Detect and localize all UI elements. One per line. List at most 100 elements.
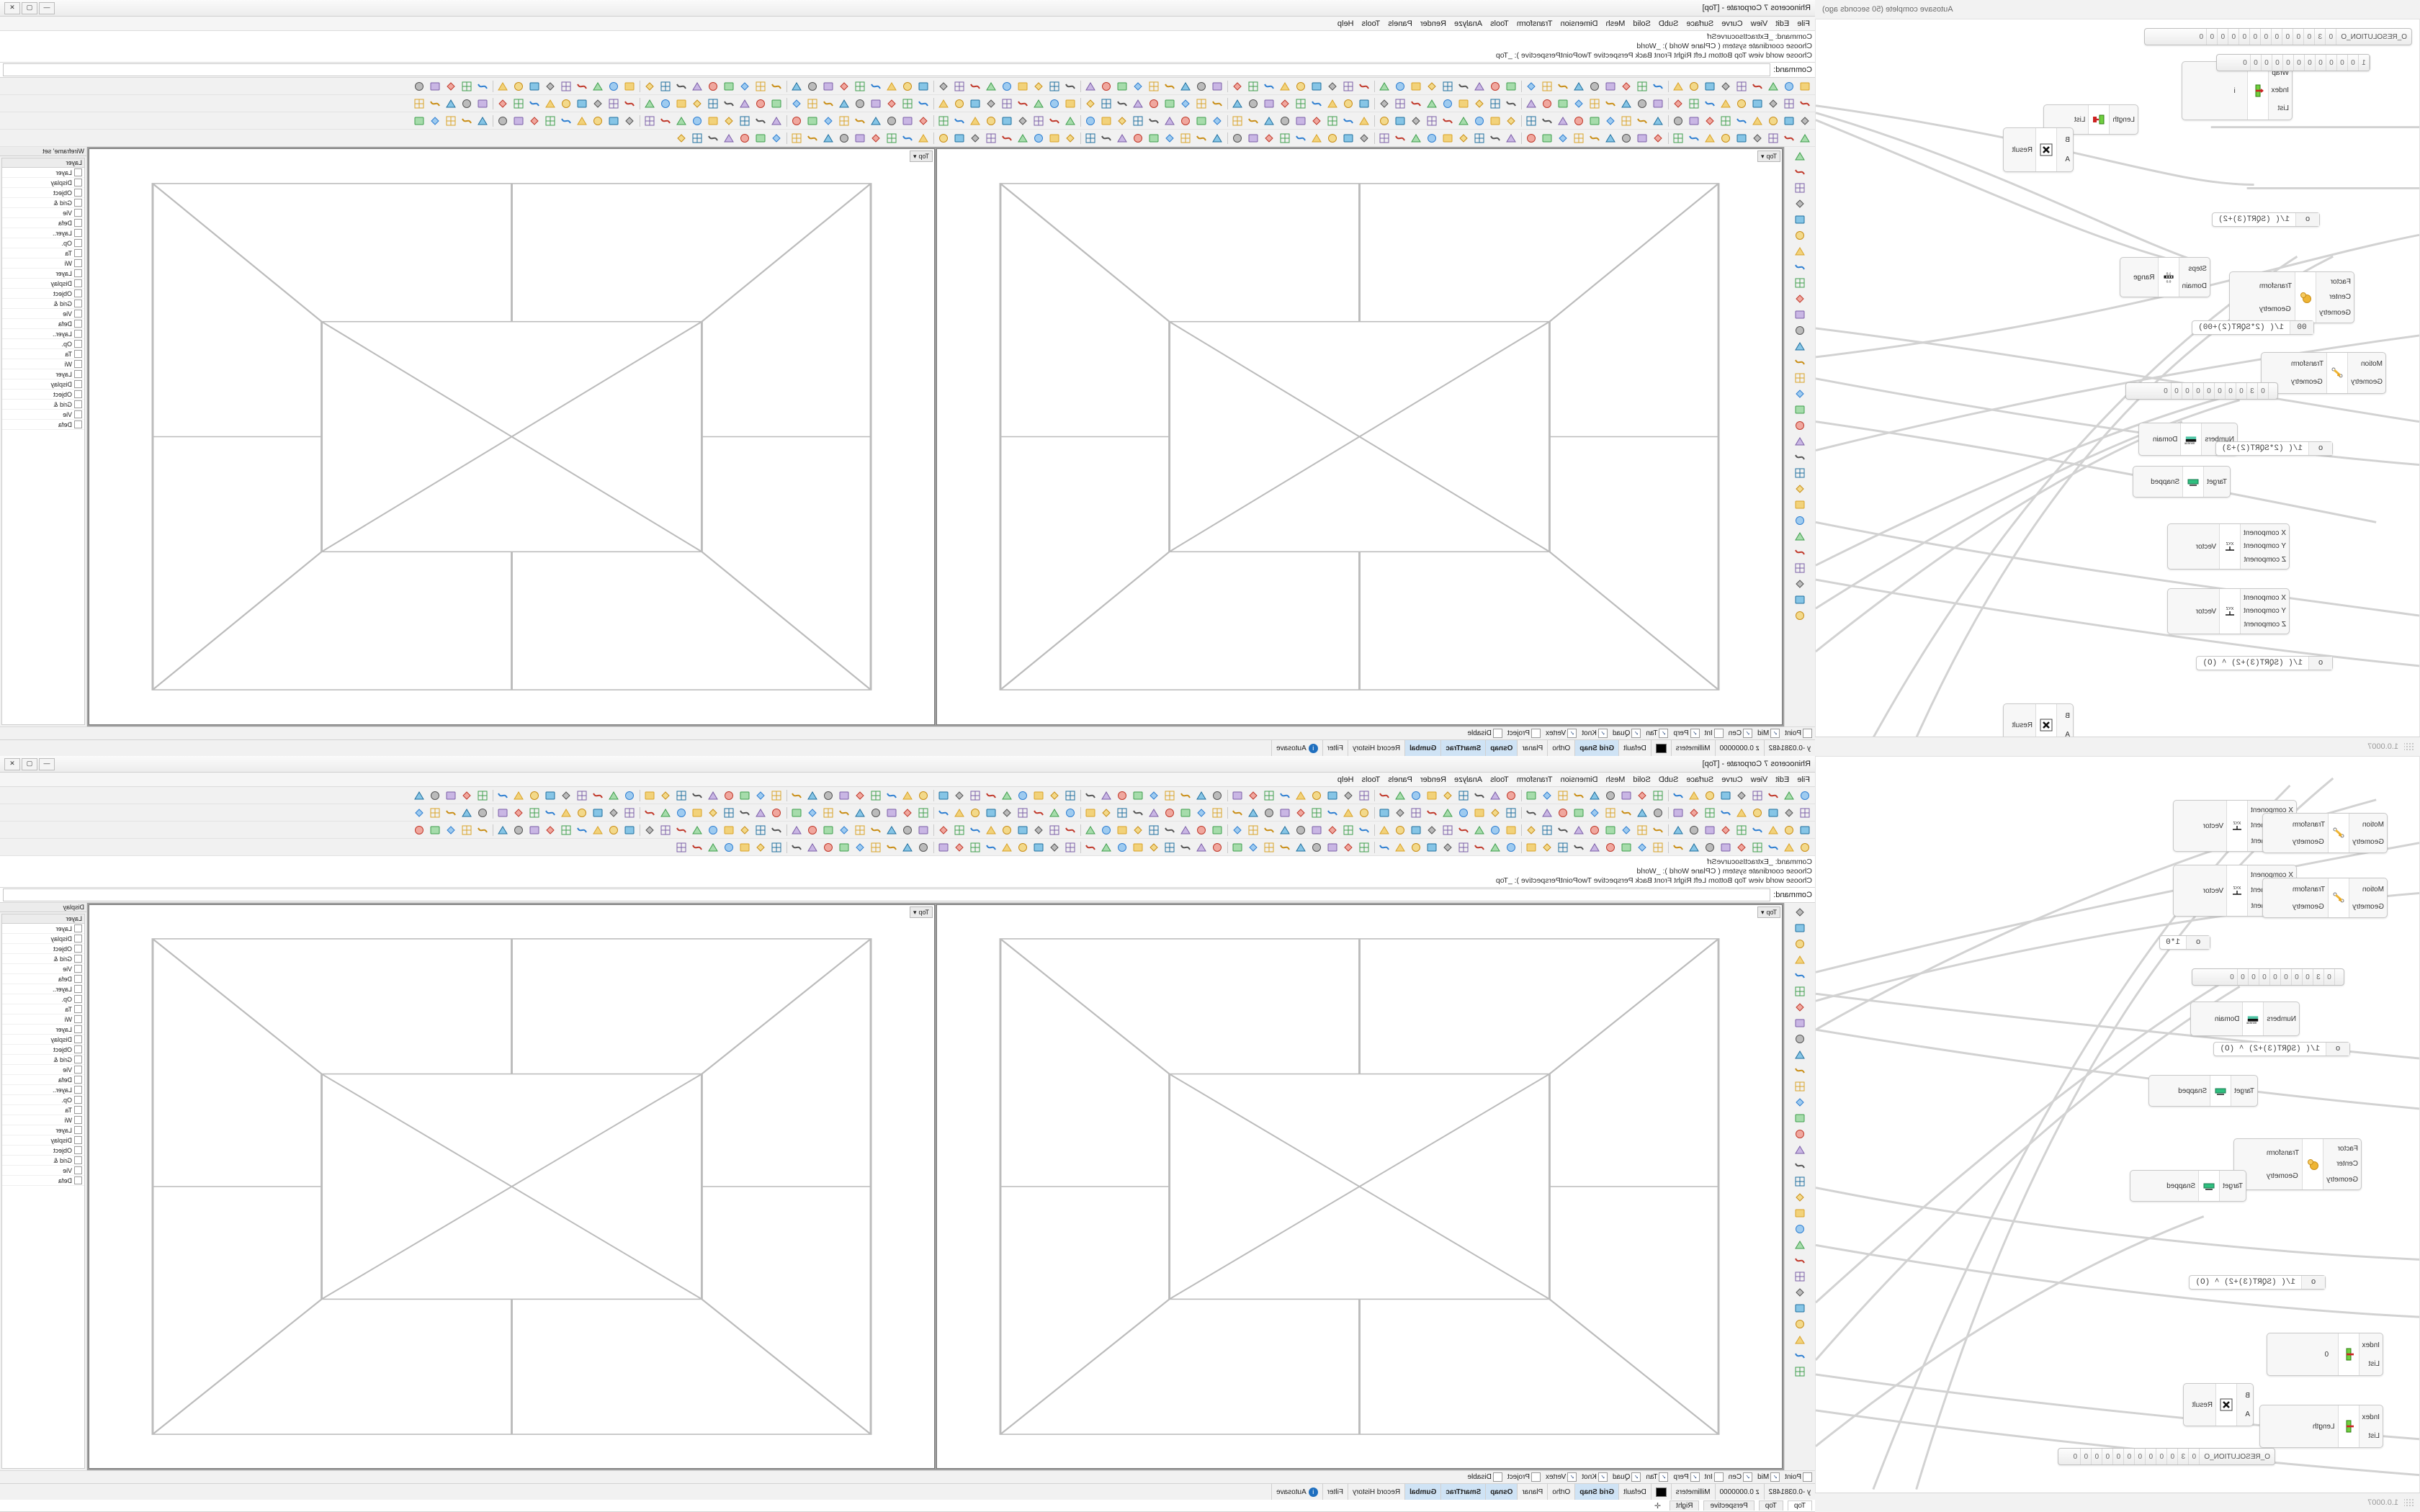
toolbar-icon-56[interactable] — [884, 78, 900, 94]
status-toggle-smarttrac[interactable]: SmartTrac — [1440, 1484, 1486, 1500]
toolbar-icon-17[interactable] — [1556, 130, 1571, 145]
osnap-disable[interactable]: Disable — [1467, 729, 1502, 738]
toolbar-icon-24[interactable] — [1504, 822, 1519, 837]
toolbar-icon-74[interactable] — [706, 840, 721, 855]
rhino-right-panels[interactable]: Wireframe' set Layer Layer Display Object Gr… — [0, 147, 87, 726]
toolbar-icon-49[interactable] — [1115, 840, 1130, 855]
toolbar-icon-55[interactable] — [916, 788, 931, 803]
toolbar-icon-18[interactable] — [1572, 805, 1587, 820]
toolbar-icon-66[interactable] — [837, 840, 852, 855]
gh-panel-expression-2[interactable]: 00 1/( (2*SQRT(2)+00) — [2192, 320, 2314, 335]
layer-row[interactable]: Layer.. — [2, 228, 84, 238]
checkbox-icon[interactable]: ✓ — [1743, 729, 1753, 738]
toolbar-icon-64[interactable] — [805, 96, 820, 111]
toolbar-icon-29[interactable] — [1793, 576, 1808, 591]
toolbar-icon-51[interactable] — [1016, 96, 1031, 111]
toolbar-icon-68[interactable] — [753, 805, 768, 820]
toolbar-icon-49[interactable] — [1031, 130, 1047, 145]
toolbar-icon-31[interactable] — [1325, 130, 1340, 145]
toolbar-icon-68[interactable] — [738, 96, 753, 111]
toolbar-icon-36[interactable] — [1262, 96, 1277, 111]
menu-item-curve[interactable]: Curve — [1721, 775, 1743, 784]
rhino-viewports[interactable]: Top ▾ — [87, 147, 1784, 726]
toolbar-icon-23[interactable] — [1540, 840, 1555, 855]
toolbar-icon-62[interactable] — [789, 78, 805, 94]
toolbar-icon-56[interactable] — [984, 822, 999, 837]
toolbar-icon-65[interactable] — [853, 840, 868, 855]
toolbar-icon-74[interactable] — [642, 96, 658, 111]
toolbar-icon-52[interactable] — [968, 788, 983, 803]
toolbar-icon-57[interactable] — [936, 805, 951, 820]
toolbar-icon-80[interactable] — [543, 96, 558, 111]
gh-node-scale-2[interactable]: Factor Center Geometry Transform Geometr… — [2233, 1138, 2362, 1190]
gh-node-snap-2[interactable]: Target Snapped — [2148, 1075, 2258, 1107]
toolbar-icon-8[interactable] — [1793, 952, 1808, 967]
toolbar-icon-25[interactable] — [1425, 130, 1440, 145]
toolbar-icon-30[interactable] — [1341, 130, 1356, 145]
toolbar-icon-20[interactable] — [1793, 433, 1808, 449]
toolbar-icon-80[interactable] — [511, 788, 526, 803]
toolbar-icon-83[interactable] — [444, 78, 459, 94]
toolbar-icon-13[interactable] — [1635, 96, 1650, 111]
osnap-project[interactable]: Project — [1507, 1472, 1541, 1482]
toolbar-icon-20[interactable] — [1556, 113, 1571, 128]
toolbar-icon-38[interactable] — [1210, 130, 1225, 145]
toolbar-icon-5[interactable] — [1718, 78, 1734, 94]
osnap-tan[interactable]: ✓ Tan — [1646, 729, 1669, 738]
toolbar-icon-45[interactable] — [1083, 788, 1098, 803]
toolbar-icon-7[interactable] — [1798, 840, 1813, 855]
toolbar-icon-14[interactable] — [1619, 96, 1634, 111]
toolbar-icon-7[interactable] — [1793, 228, 1808, 243]
toolbar-icon-42[interactable] — [1178, 805, 1193, 820]
toolbar-icon-17[interactable] — [1619, 822, 1634, 837]
toolbar-icon-76[interactable] — [658, 822, 673, 837]
toolbar-icon-75[interactable] — [658, 113, 673, 128]
toolbar-icon-43[interactable] — [1194, 822, 1209, 837]
layer-color-swatch[interactable] — [74, 1076, 82, 1084]
toolbar-icon-8[interactable] — [1671, 78, 1686, 94]
toolbar-icon-25[interactable] — [1504, 840, 1519, 855]
toolbar-icon-7[interactable] — [1766, 113, 1781, 128]
checkbox-icon[interactable]: ✓ — [1631, 729, 1641, 738]
status-toggle-osnap[interactable]: Osnap — [1485, 1484, 1518, 1500]
toolbar-icon-68[interactable] — [706, 788, 721, 803]
toolbar-icon-33[interactable] — [1278, 788, 1293, 803]
menu-item-view[interactable]: View — [1750, 19, 1768, 28]
checkbox-icon[interactable]: ✓ — [1743, 1472, 1753, 1482]
toolbar-icon-65[interactable] — [789, 96, 805, 111]
toolbar-icon-28[interactable] — [1440, 822, 1456, 837]
toolbar-icon-11[interactable] — [1734, 840, 1749, 855]
toolbar-icon-55[interactable] — [936, 130, 951, 145]
layer-row[interactable]: Op. — [2, 339, 84, 349]
toolbar-icon-51[interactable] — [968, 78, 983, 94]
toolbar-icon-91[interactable] — [412, 822, 427, 837]
toolbar-icon-28[interactable] — [1377, 130, 1392, 145]
status-layer-name[interactable]: Default — [1618, 1484, 1651, 1500]
toolbar-icon-11[interactable] — [1793, 291, 1808, 306]
gh-node-snap-3[interactable]: Target Snapped — [2130, 1170, 2246, 1202]
layer-color-swatch[interactable] — [74, 955, 82, 963]
status-layer-name[interactable]: Default — [1618, 740, 1651, 756]
add-viewport-icon[interactable]: ✛ — [1654, 1501, 1662, 1511]
menu-item-mesh[interactable]: Mesh — [1605, 775, 1626, 784]
toolbar-icon-59[interactable] — [900, 805, 915, 820]
toolbar-icon-35[interactable] — [1294, 805, 1309, 820]
layer-row[interactable]: Object — [2, 390, 84, 400]
toolbar-icon-30[interactable] — [1309, 78, 1325, 94]
toolbar-icon-18[interactable] — [1587, 113, 1603, 128]
toolbar-icon-55[interactable] — [1000, 822, 1015, 837]
chevron-down-icon[interactable]: ▾ — [913, 908, 917, 916]
layer-row[interactable]: Defa — [2, 218, 84, 228]
toolbar-icon-59[interactable] — [952, 840, 967, 855]
toolbar-icon-8[interactable] — [1687, 788, 1702, 803]
osnap-project[interactable]: Project — [1507, 729, 1541, 738]
toolbar-icon-59[interactable] — [853, 788, 868, 803]
toolbar-icon-36[interactable] — [1294, 113, 1309, 128]
osnap-disable[interactable]: Disable — [1467, 1472, 1502, 1482]
toolbar-icon-22[interactable] — [1524, 113, 1539, 128]
menu-item-tools[interactable]: Tools — [1490, 19, 1509, 28]
status-toggle-filter[interactable]: Filter — [1322, 1484, 1348, 1500]
toolbar-icon-42[interactable] — [1230, 840, 1245, 855]
toolbar-icon-12[interactable] — [1687, 113, 1702, 128]
layer-color-swatch[interactable] — [74, 1106, 82, 1114]
